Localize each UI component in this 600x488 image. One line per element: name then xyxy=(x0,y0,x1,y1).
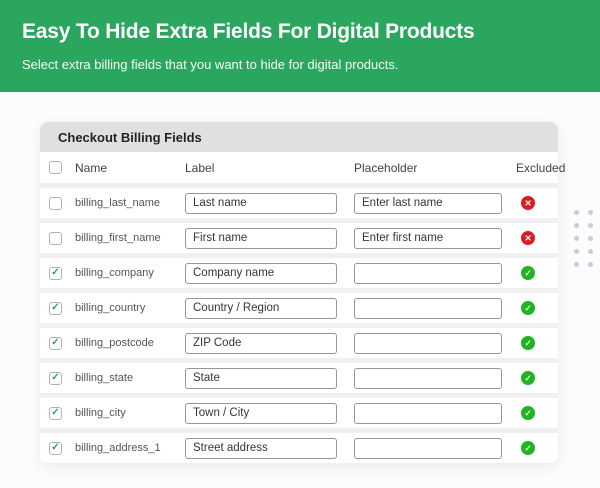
placeholder-cell xyxy=(354,227,516,249)
field-name-text: billing_city xyxy=(75,407,126,419)
placeholder-cell xyxy=(354,367,516,389)
placeholder-cell xyxy=(354,332,516,354)
select-all-checkbox[interactable] xyxy=(49,161,62,174)
table-header-row: Name Label Placeholder Excluded xyxy=(40,152,565,183)
placeholder-input[interactable] xyxy=(354,192,502,214)
excluded-cell: ✓ xyxy=(521,441,554,455)
label-input[interactable] xyxy=(185,332,337,354)
field-name-text: billing_state xyxy=(75,372,134,384)
label-cell xyxy=(185,262,354,284)
placeholder-cell xyxy=(354,297,516,319)
table-row: ✓ billing_address_1 ✓ xyxy=(40,428,558,463)
field-name-text: billing_company xyxy=(75,267,154,279)
excluded-cell: ✓ xyxy=(521,336,554,350)
label-input[interactable] xyxy=(185,262,337,284)
label-input[interactable] xyxy=(185,402,337,424)
placeholder-cell xyxy=(354,402,516,424)
field-name-text: billing_last_name xyxy=(75,197,160,209)
label-input[interactable] xyxy=(185,227,337,249)
field-name-text: billing_first_name xyxy=(75,232,161,244)
label-input[interactable] xyxy=(185,367,337,389)
row-checkbox[interactable]: ✓ xyxy=(49,336,62,350)
excluded-status-icon: ✓ xyxy=(521,266,535,280)
column-header-excluded: Excluded xyxy=(516,160,566,175)
row-checkbox[interactable] xyxy=(49,196,62,210)
placeholder-input[interactable] xyxy=(354,437,502,459)
field-name-text: billing_country xyxy=(75,302,146,314)
row-checkbox[interactable]: ✓ xyxy=(49,301,62,315)
label-cell xyxy=(185,297,354,319)
card-title: Checkout Billing Fields xyxy=(58,129,202,145)
placeholder-cell xyxy=(354,437,516,459)
excluded-status-icon: ✓ xyxy=(521,371,535,385)
row-checkbox[interactable] xyxy=(49,231,62,245)
table-row: ✓ billing_country ✓ xyxy=(40,288,558,323)
table-body: billing_last_name ✕ billing_first_name ✕… xyxy=(40,183,558,463)
excluded-cell: ✕ xyxy=(521,196,554,210)
label-input[interactable] xyxy=(185,437,337,459)
excluded-status-icon: ✓ xyxy=(521,406,535,420)
column-header-name: Name xyxy=(75,160,108,175)
table-row: ✓ billing_city ✓ xyxy=(40,393,558,428)
table-row: billing_first_name ✕ xyxy=(40,218,558,253)
page-title: Easy To Hide Extra Fields For Digital Pr… xyxy=(22,20,475,43)
field-name-text: billing_postcode xyxy=(75,337,154,349)
field-name-text: billing_address_1 xyxy=(75,442,161,454)
excluded-status-icon: ✕ xyxy=(521,231,535,245)
excluded-status-icon: ✓ xyxy=(521,301,535,315)
content-area: Checkout Billing Fields Name Label Place… xyxy=(0,92,600,463)
page-banner: Easy To Hide Extra Fields For Digital Pr… xyxy=(0,0,600,92)
label-cell xyxy=(185,437,354,459)
row-checkbox[interactable]: ✓ xyxy=(49,266,62,280)
placeholder-input[interactable] xyxy=(354,332,502,354)
excluded-status-icon: ✓ xyxy=(521,441,535,455)
excluded-cell: ✓ xyxy=(521,266,554,280)
row-checkbox[interactable]: ✓ xyxy=(49,371,62,385)
label-cell xyxy=(185,332,354,354)
label-input[interactable] xyxy=(185,297,337,319)
card-header: Checkout Billing Fields xyxy=(40,122,558,152)
placeholder-input[interactable] xyxy=(354,297,502,319)
excluded-cell: ✓ xyxy=(521,371,554,385)
excluded-cell: ✕ xyxy=(521,231,554,245)
label-cell xyxy=(185,402,354,424)
checkout-billing-fields-card: Checkout Billing Fields Name Label Place… xyxy=(40,122,565,463)
dots-decoration xyxy=(574,210,593,267)
label-cell xyxy=(185,192,354,214)
placeholder-cell xyxy=(354,192,516,214)
label-cell xyxy=(185,227,354,249)
placeholder-input[interactable] xyxy=(354,227,502,249)
row-checkbox[interactable]: ✓ xyxy=(49,441,62,455)
column-header-label: Label xyxy=(185,160,215,175)
column-header-placeholder: Placeholder xyxy=(354,160,418,175)
page-subtitle: Select extra billing fields that you wan… xyxy=(22,57,399,72)
placeholder-input[interactable] xyxy=(354,262,502,284)
table-row: ✓ billing_state ✓ xyxy=(40,358,558,393)
placeholder-input[interactable] xyxy=(354,402,502,424)
table-row: billing_last_name ✕ xyxy=(40,183,558,218)
table-row: ✓ billing_company ✓ xyxy=(40,253,558,288)
label-input[interactable] xyxy=(185,192,337,214)
label-cell xyxy=(185,367,354,389)
placeholder-cell xyxy=(354,262,516,284)
table-row: ✓ billing_postcode ✓ xyxy=(40,323,558,358)
placeholder-input[interactable] xyxy=(354,367,502,389)
row-checkbox[interactable]: ✓ xyxy=(49,406,62,420)
excluded-status-icon: ✕ xyxy=(521,196,535,210)
excluded-cell: ✓ xyxy=(521,406,554,420)
excluded-status-icon: ✓ xyxy=(521,336,535,350)
excluded-cell: ✓ xyxy=(521,301,554,315)
